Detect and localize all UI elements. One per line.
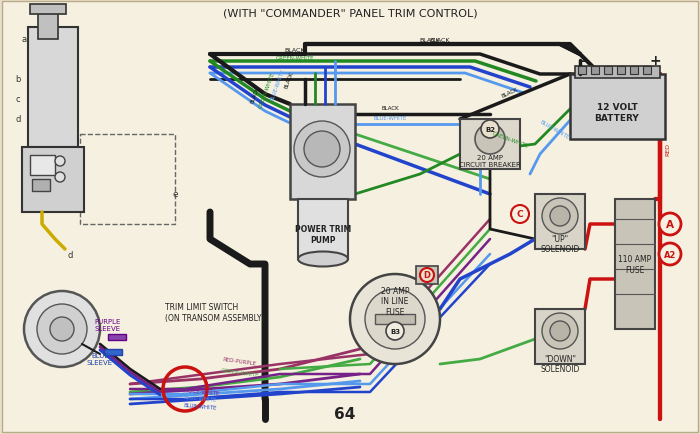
Text: "UP": "UP"	[552, 235, 568, 244]
Text: BLUE-WHITE: BLUE-WHITE	[373, 115, 407, 120]
Text: BLUE-WHITE: BLUE-WHITE	[539, 119, 570, 140]
Bar	[108, 334, 126, 340]
Circle shape	[659, 243, 681, 265]
Circle shape	[55, 157, 65, 167]
Text: A: A	[666, 220, 674, 230]
Circle shape	[365, 289, 425, 349]
Bar	[570, 75, 665, 140]
Text: A2: A2	[664, 250, 676, 259]
Text: +: +	[649, 54, 661, 68]
Circle shape	[55, 173, 65, 183]
Text: B2: B2	[485, 127, 495, 133]
Circle shape	[475, 125, 505, 155]
Text: TRIM LIMIT SWITCH
(ON TRANSOM ASSEMBLY): TRIM LIMIT SWITCH (ON TRANSOM ASSEMBLY)	[165, 302, 265, 322]
Circle shape	[542, 313, 578, 349]
Bar	[615, 200, 655, 329]
Circle shape	[659, 214, 681, 236]
Circle shape	[386, 322, 404, 340]
Bar	[604, 67, 612, 75]
Bar	[591, 67, 599, 75]
Text: 12 VOLT
BATTERY: 12 VOLT BATTERY	[594, 103, 639, 122]
Text: 64: 64	[335, 407, 356, 421]
Circle shape	[550, 207, 570, 227]
Bar	[617, 67, 625, 75]
Circle shape	[420, 268, 434, 283]
Text: PURPLE-WHITE: PURPLE-WHITE	[180, 387, 220, 395]
Bar	[28, 28, 78, 148]
Text: a: a	[22, 36, 27, 44]
Text: BLUE-WHITE: BLUE-WHITE	[183, 402, 217, 410]
Bar	[22, 148, 84, 213]
Text: BLACK: BLACK	[285, 47, 305, 53]
Text: BLACK: BLACK	[501, 87, 519, 99]
Bar	[643, 67, 651, 75]
Bar	[578, 67, 586, 75]
Bar	[460, 120, 520, 170]
Text: BLACK: BLACK	[250, 85, 260, 104]
Bar	[298, 200, 348, 260]
Bar	[38, 10, 58, 40]
Text: b: b	[15, 76, 21, 84]
Text: -: -	[579, 54, 585, 68]
Circle shape	[294, 122, 350, 178]
Circle shape	[481, 121, 499, 139]
Text: RED: RED	[665, 143, 670, 156]
Bar	[290, 105, 355, 200]
Text: GREEN-WHITE: GREEN-WHITE	[258, 71, 276, 108]
Circle shape	[37, 304, 87, 354]
Text: 110 AMP
FUSE: 110 AMP FUSE	[618, 255, 652, 274]
Text: "DOWN": "DOWN"	[544, 355, 576, 364]
Circle shape	[550, 321, 570, 341]
Bar	[375, 314, 415, 324]
Bar	[30, 156, 55, 176]
Circle shape	[350, 274, 440, 364]
Text: BLUE
SLEEVE: BLUE SLEEVE	[87, 353, 113, 366]
Text: d: d	[67, 250, 73, 259]
Circle shape	[511, 206, 529, 224]
Ellipse shape	[298, 252, 348, 267]
Text: 20 AMP
CIRCUIT BREAKER: 20 AMP CIRCUIT BREAKER	[459, 155, 521, 168]
Text: D: D	[424, 271, 430, 280]
Bar	[630, 67, 638, 75]
Text: 20 AMP
IN LINE
FUSE: 20 AMP IN LINE FUSE	[381, 286, 409, 316]
Text: GREEN-WHITE: GREEN-WHITE	[220, 367, 260, 377]
Circle shape	[24, 291, 100, 367]
Bar	[32, 180, 50, 191]
Text: d: d	[15, 115, 21, 124]
Text: RED-PURPLE: RED-PURPLE	[223, 356, 257, 366]
Text: BLUE-WHITE: BLUE-WHITE	[183, 394, 217, 402]
Text: POWER TRIM
PUMP: POWER TRIM PUMP	[295, 225, 351, 244]
Bar	[535, 194, 585, 250]
Text: BLACK: BLACK	[420, 37, 440, 43]
Text: PURPLE
SLEEVE: PURPLE SLEEVE	[94, 319, 121, 332]
Bar	[30, 5, 66, 15]
Text: B3: B3	[390, 328, 400, 334]
Text: BLACK: BLACK	[284, 71, 295, 89]
Circle shape	[542, 198, 578, 234]
Text: C: C	[517, 210, 524, 219]
Text: SOLENOID: SOLENOID	[540, 245, 580, 254]
Text: SOLENOID: SOLENOID	[540, 365, 580, 374]
Bar	[575, 67, 660, 79]
Bar	[104, 349, 122, 355]
Text: BLUE-WHITE: BLUE-WHITE	[270, 68, 286, 101]
Circle shape	[304, 132, 340, 168]
Bar	[416, 266, 438, 284]
Text: BLACK: BLACK	[382, 105, 399, 110]
Bar	[535, 309, 585, 364]
Text: GREEN-WHITE: GREEN-WHITE	[491, 131, 529, 148]
Text: e: e	[172, 190, 178, 199]
Text: GREEN-WHITE: GREEN-WHITE	[276, 56, 314, 60]
Text: c: c	[15, 95, 20, 104]
Circle shape	[50, 317, 74, 341]
Text: (WITH "COMMANDER" PANEL TRIM CONTROL): (WITH "COMMANDER" PANEL TRIM CONTROL)	[223, 9, 477, 19]
Bar	[80, 135, 175, 224]
Text: BLACK: BLACK	[430, 37, 450, 43]
